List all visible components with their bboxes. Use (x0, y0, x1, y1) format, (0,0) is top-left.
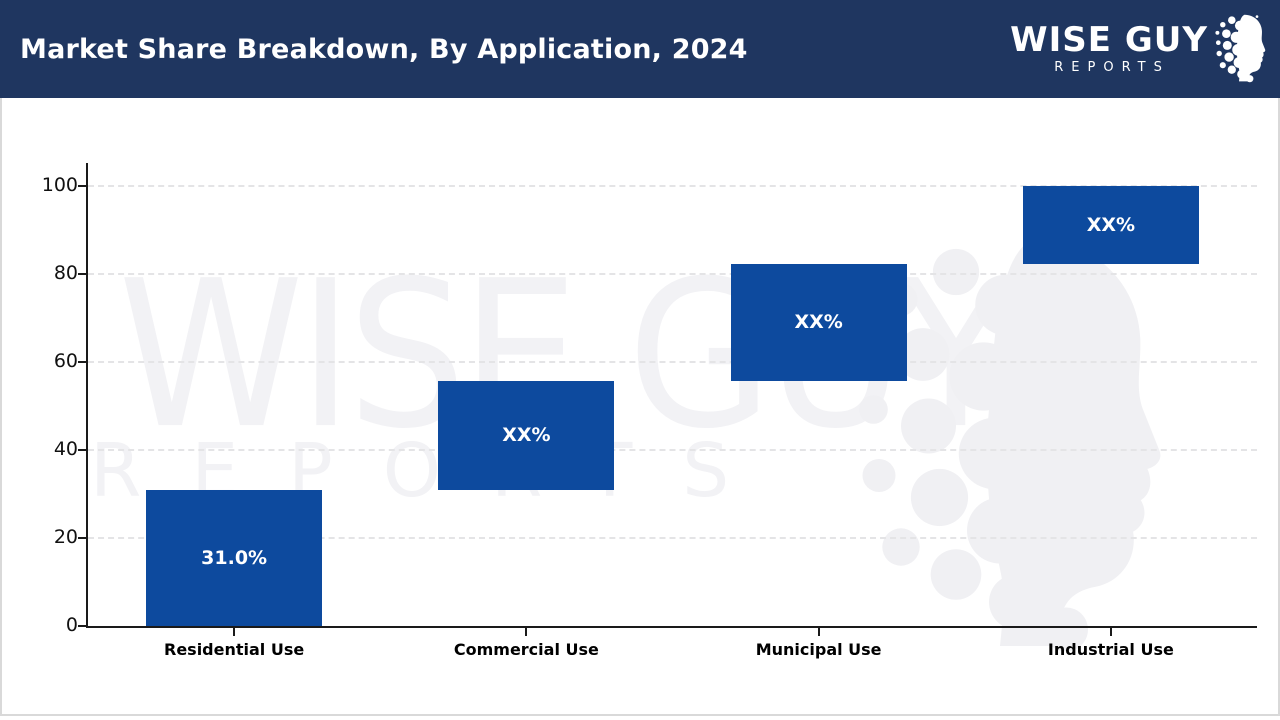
y-axis-tick-mark (78, 185, 86, 187)
bar-value-label: XX% (502, 424, 551, 447)
y-gridline (88, 449, 1257, 451)
x-axis-tick-mark (525, 628, 528, 636)
y-gridline (88, 537, 1257, 539)
y-axis-tick-mark (78, 625, 86, 627)
waterfall-bar: XX% (438, 380, 615, 490)
waterfall-chart: WISE GUY REPORTS 0 20 40 60 80 100 31.0% Reside… (0, 98, 1280, 718)
x-axis-tick-mark (1109, 628, 1112, 636)
y-axis-tick-mark (78, 361, 86, 363)
y-axis-tick-mark (78, 537, 86, 539)
y-gridline (88, 361, 1257, 363)
header: Market Share Breakdown, By Application, … (0, 0, 1280, 98)
waterfall-bar: 31.0% (146, 489, 323, 626)
y-axis-tick-mark (78, 449, 86, 451)
y-axis-tick-label: 0 (65, 614, 78, 636)
x-axis-category-label: Residential Use (164, 640, 305, 659)
x-axis-category-label: Municipal Use (755, 640, 882, 659)
waterfall-bar: XX% (1022, 186, 1199, 264)
brand-head-icon (1215, 14, 1266, 83)
y-axis-spine (86, 163, 88, 628)
x-axis-tick-mark (233, 628, 236, 636)
y-axis-tick-mark (78, 273, 86, 275)
page-left-edge (0, 98, 2, 716)
x-axis-category-label: Commercial Use (453, 640, 599, 659)
y-gridline (88, 273, 1257, 275)
page-title: Market Share Breakdown, By Application, … (20, 33, 748, 65)
page-right-edge (1278, 98, 1280, 716)
x-axis-category-label: Industrial Use (1047, 640, 1174, 659)
page-bottom-edge (0, 714, 1280, 716)
x-axis-spine (86, 626, 1257, 628)
brand-name: WISE GUY (1010, 20, 1208, 60)
bar-value-label: XX% (1086, 213, 1136, 236)
brand-logo: WISE GUY REPORTS (1010, 11, 1266, 87)
bar-value-label: XX% (794, 311, 843, 334)
brand-wordmark: WISE GUY REPORTS (1010, 23, 1208, 75)
y-axis-tick-label: 60 (53, 350, 78, 372)
y-axis-tick-label: 80 (53, 262, 78, 284)
y-axis-tick-label: 20 (53, 526, 78, 548)
y-axis-tick-label: 40 (53, 438, 78, 460)
x-axis-tick-mark (817, 628, 820, 636)
brand-subtitle: REPORTS (1054, 60, 1170, 75)
bar-value-label: 31.0% (201, 546, 268, 569)
waterfall-bar: XX% (730, 263, 907, 381)
y-gridline (88, 185, 1257, 187)
y-axis-tick-label: 100 (41, 174, 78, 196)
